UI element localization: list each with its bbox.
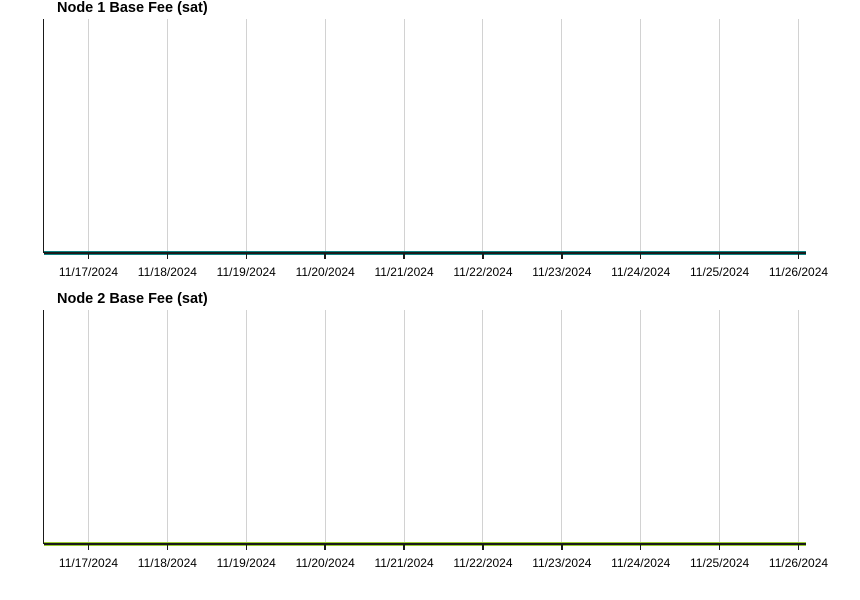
x-axis-tick <box>87 544 90 550</box>
gridline <box>798 310 799 544</box>
gridline <box>482 19 484 253</box>
gridline <box>88 19 89 253</box>
x-axis-tick-label: 11/20/2024 <box>295 556 355 570</box>
plot-area-node1: 11/17/2024 11/18/2024 11/19/2024 11/20/2024… <box>43 19 828 279</box>
x-axis-line <box>44 543 806 545</box>
gridline <box>403 19 405 253</box>
x-axis-tick <box>166 253 169 259</box>
x-axis-tick-label: 11/20/2024 <box>295 265 355 279</box>
x-axis-tick-label: 11/23/2024 <box>532 265 592 279</box>
x-axis-tick-label: 11/19/2024 <box>216 556 276 570</box>
x-axis-tick <box>561 544 563 550</box>
x-axis-tick-label: 11/22/2024 <box>453 265 513 279</box>
x-axis-tick <box>482 253 484 259</box>
x-axis-tick-label: 11/26/2024 <box>768 265 829 279</box>
x-axis-tick-label: 11/21/2024 <box>374 556 434 570</box>
gridline <box>798 19 799 253</box>
gridline <box>640 19 642 253</box>
chart-node1-base-fee: Node 1 Base Fee (sat) 11/17/2024 11/18/20… <box>0 0 860 279</box>
gridline <box>88 310 89 544</box>
x-axis-tick <box>245 253 248 259</box>
x-axis-tick <box>403 253 405 259</box>
x-axis-tick-label: 11/25/2024 <box>690 265 750 279</box>
x-axis-tick <box>797 253 800 259</box>
gridline <box>561 310 563 544</box>
gridline <box>640 310 642 544</box>
x-axis-tick-label: 11/26/2024 <box>768 556 829 570</box>
x-axis-tick-label: 11/18/2024 <box>137 556 197 570</box>
x-axis-tick <box>482 544 484 550</box>
gridline <box>166 19 168 253</box>
x-axis-tick <box>561 253 563 259</box>
gridline <box>245 19 247 253</box>
x-axis-tick <box>403 544 405 550</box>
gridline <box>482 310 484 544</box>
x-axis-tick-label: 11/25/2024 <box>690 556 750 570</box>
x-axis-line <box>44 252 806 254</box>
x-axis-tick-label: 11/24/2024 <box>611 265 671 279</box>
x-axis-tick-label: 11/22/2024 <box>453 556 513 570</box>
x-axis-tick <box>166 544 169 550</box>
x-axis-tick <box>797 544 800 550</box>
gridline <box>324 310 326 544</box>
gridline <box>403 310 405 544</box>
gridline <box>561 19 563 253</box>
x-axis-tick <box>639 544 642 550</box>
x-axis-tick <box>718 544 721 550</box>
x-axis-tick-label: 11/18/2024 <box>137 265 197 279</box>
x-axis-tick <box>639 253 642 259</box>
x-axis-tick <box>718 253 721 259</box>
gridline <box>719 310 721 544</box>
gridline <box>245 310 247 544</box>
x-axis-tick-label: 11/21/2024 <box>374 265 434 279</box>
x-axis-tick <box>245 544 248 550</box>
x-axis-tick-label: 11/17/2024 <box>58 265 119 279</box>
x-axis-tick-label: 11/19/2024 <box>216 265 276 279</box>
plot-area-node2: 11/17/2024 11/18/2024 11/19/2024 11/20/2024… <box>43 310 828 570</box>
x-axis-tick <box>324 253 326 259</box>
x-axis-tick-label: 11/24/2024 <box>611 556 671 570</box>
x-axis-tick-label: 11/17/2024 <box>58 556 119 570</box>
chart-node2-base-fee: Node 2 Base Fee (sat) 11/17/2024 11/18/20… <box>0 291 860 570</box>
gridline <box>166 310 168 544</box>
chart-title-node2: Node 2 Base Fee (sat) <box>57 291 208 307</box>
x-axis-tick <box>324 544 326 550</box>
gridline <box>324 19 326 253</box>
gridline <box>719 19 721 253</box>
x-axis-tick <box>87 253 90 259</box>
x-axis-tick-label: 11/23/2024 <box>532 556 592 570</box>
chart-title-node1: Node 1 Base Fee (sat) <box>57 0 208 16</box>
